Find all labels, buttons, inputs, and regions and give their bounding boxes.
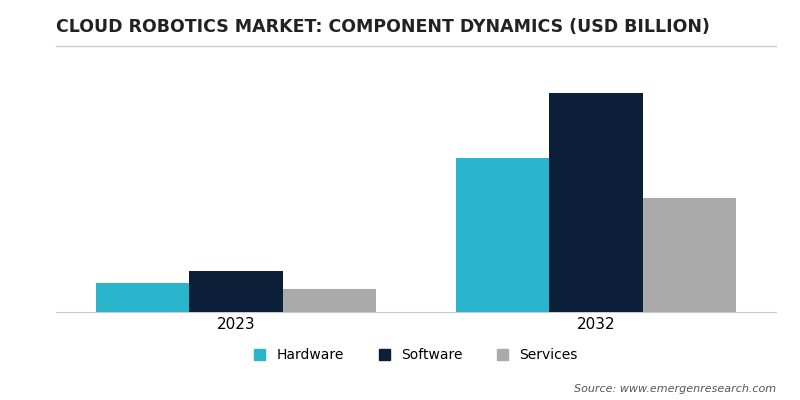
Text: Source: www.emergenresearch.com: Source: www.emergenresearch.com <box>574 384 776 394</box>
Bar <box>283 289 377 312</box>
Bar <box>550 93 643 312</box>
Text: CLOUD ROBOTICS MARKET: COMPONENT DYNAMICS (USD BILLION): CLOUD ROBOTICS MARKET: COMPONENT DYNAMIC… <box>56 18 710 36</box>
Bar <box>643 198 736 312</box>
Legend: Hardware, Software, Services: Hardware, Software, Services <box>254 348 578 362</box>
Bar <box>456 158 549 312</box>
Bar <box>96 283 189 312</box>
Bar <box>189 271 283 312</box>
